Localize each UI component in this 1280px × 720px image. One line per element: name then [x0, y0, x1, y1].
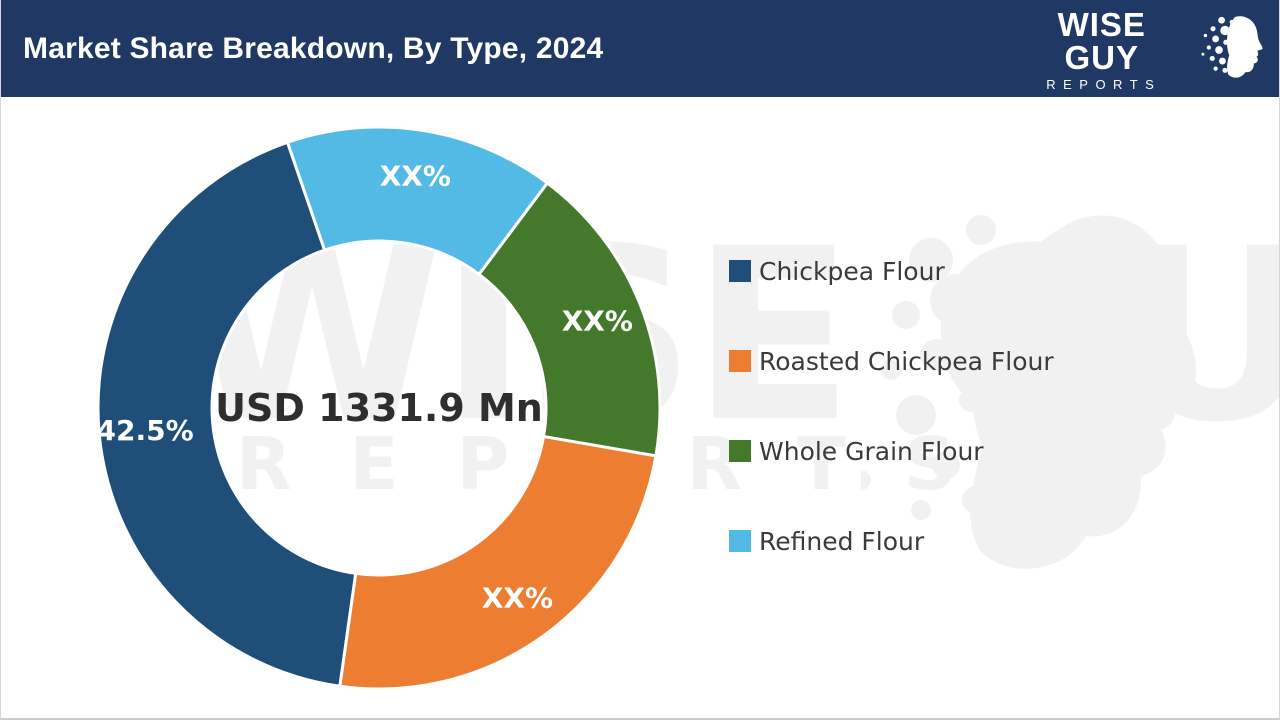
slice-label: XX% — [482, 581, 553, 614]
logo-wordmark: WISE GUY — [1057, 6, 1146, 76]
legend-label: Refined Flour — [759, 526, 925, 556]
legend-item: Whole Grain Flour — [729, 436, 1054, 466]
page-title: Market Share Breakdown, By Type, 2024 — [23, 31, 604, 65]
legend-swatch — [729, 530, 751, 552]
slice-refined-flour — [286, 125, 549, 276]
logo-subtitle: REPORTS — [1046, 77, 1162, 92]
watermark-face-dots-icon — [861, 215, 1197, 569]
legend-swatch — [729, 440, 751, 462]
chart-legend: Chickpea Flour Roasted Chickpea Flour Whol… — [729, 256, 1054, 556]
legend-label: Whole Grain Flour — [759, 436, 984, 466]
logo-text: WISE GUY REPORTS — [1017, 8, 1187, 92]
header-bar: Market Share Breakdown, By Type, 2024 WI… — [1, 0, 1279, 97]
slice-label: 42.5% — [97, 414, 194, 447]
slice-roasted-chickpea-flour — [338, 434, 658, 691]
logo-dotted-head-icon — [1200, 16, 1263, 78]
wise-guy-logo: WISE GUY REPORTS — [1017, 8, 1267, 92]
legend-label: Chickpea Flour — [759, 256, 945, 286]
slice-whole-grain-flour — [477, 181, 662, 458]
slice-label: XX% — [380, 159, 451, 192]
legend-swatch — [729, 260, 751, 282]
slice-chickpea-flour — [96, 140, 358, 688]
slice-label: XX% — [562, 305, 633, 338]
legend-label: Roasted Chickpea Flour — [759, 346, 1054, 376]
legend-item: Roasted Chickpea Flour — [729, 346, 1054, 376]
legend-item: Chickpea Flour — [729, 256, 1054, 286]
legend-swatch — [729, 350, 751, 372]
legend-item: Refined Flour — [729, 526, 1054, 556]
chart-center-value: USD 1331.9 Mn — [215, 386, 543, 430]
